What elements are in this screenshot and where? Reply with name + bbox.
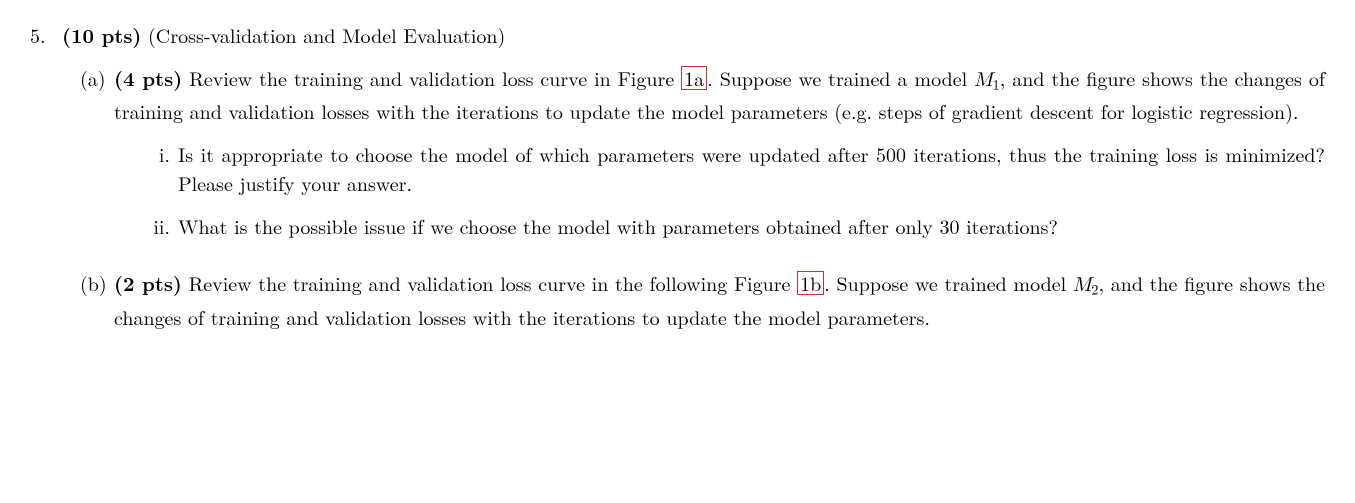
item-a-i: i. Is it appropriate to choose the model… — [142, 139, 1325, 197]
subpart-a-text-2: . Suppose we trained a model — [707, 63, 974, 92]
problem-number: 5. — [30, 20, 58, 49]
model-m1-letter: M — [974, 70, 992, 90]
model-m1: M1 — [974, 70, 1000, 90]
subpart-b-label: (b) — [80, 268, 114, 297]
problem-5: 5. (10 pts) (Cross-validation and Model … — [30, 20, 1325, 345]
problem-body: (10 pts) (Cross-validation and Model Eva… — [62, 20, 1325, 345]
subpart-b-body: (2 pts) Review the training and validati… — [114, 268, 1325, 330]
figure-ref-1b[interactable]: 1b — [797, 271, 824, 295]
model-m1-sub: 1 — [993, 78, 1000, 93]
item-a-i-label: i. — [142, 139, 170, 168]
subpart-a-body: (4 pts) Review the training and validati… — [114, 63, 1325, 254]
subpart-b-text-1: Review the training and validation loss … — [189, 268, 798, 297]
subpart-a-label: (a) — [80, 63, 114, 92]
item-a-ii-text: What is the possible issue if we choose … — [178, 211, 1325, 240]
subparts: (a) (4 pts) Review the training and vali… — [62, 63, 1325, 331]
model-m2-letter: M — [1073, 275, 1091, 295]
item-a-ii: ii. What is the possible issue if we cho… — [142, 211, 1325, 240]
item-a-i-text: Is it appropriate to choose the model of… — [178, 139, 1325, 197]
problem-points: (10 pts) — [62, 20, 141, 49]
subpart-b-text-2: . Suppose we trained model — [824, 268, 1073, 297]
figure-ref-1a[interactable]: 1a — [681, 66, 707, 90]
subpart-a-items: i. Is it appropriate to choose the model… — [114, 139, 1325, 240]
model-m2: M2 — [1073, 275, 1099, 295]
item-a-ii-label: ii. — [142, 211, 170, 240]
subpart-a-text-1: Review the training and validation loss … — [189, 63, 681, 92]
subpart-a-points: (4 pts) — [114, 63, 182, 92]
subpart-b-points: (2 pts) — [114, 268, 182, 297]
subpart-b: (b) (2 pts) Review the training and vali… — [80, 268, 1325, 330]
subpart-a: (a) (4 pts) Review the training and vali… — [80, 63, 1325, 254]
problem-title: (Cross-validation and Model Evaluation) — [148, 20, 505, 49]
